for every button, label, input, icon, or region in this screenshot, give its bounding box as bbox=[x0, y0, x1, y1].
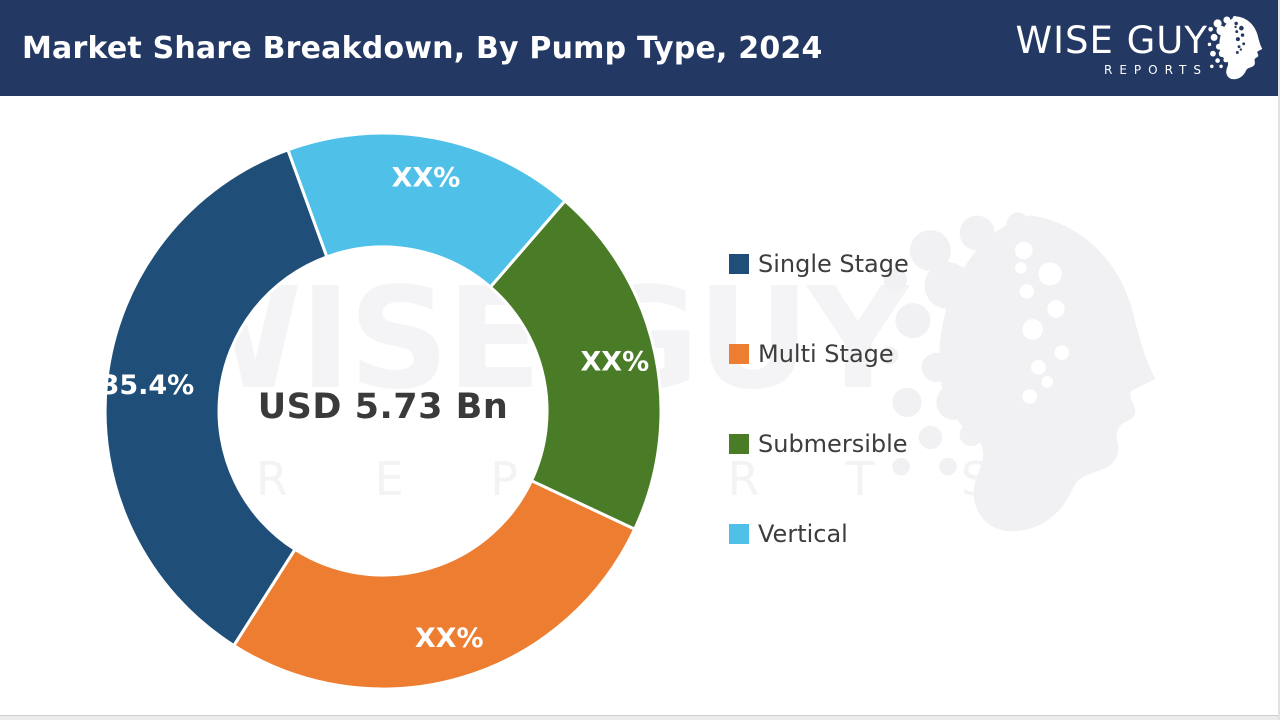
legend-swatch-single-stage bbox=[729, 254, 749, 274]
logo-text: WISE GUY REPORTS bbox=[1015, 18, 1208, 77]
legend-label-single-stage: Single Stage bbox=[758, 250, 909, 278]
legend-label-multi-stage: Multi Stage bbox=[758, 340, 894, 368]
slice-label-vertical: XX% bbox=[392, 162, 461, 193]
page-title: Market Share Breakdown, By Pump Type, 20… bbox=[22, 30, 823, 66]
legend-label-vertical: Vertical bbox=[758, 520, 848, 548]
logo-head-icon bbox=[1206, 11, 1264, 87]
legend-item-multi-stage: Multi Stage bbox=[729, 339, 909, 369]
watermark-head-icon bbox=[872, 196, 1164, 562]
slice-label-submersible: XX% bbox=[580, 346, 649, 377]
legend-item-single-stage: Single Stage bbox=[729, 249, 909, 279]
legend-item-vertical: Vertical bbox=[729, 519, 909, 549]
donut-chart: 35.4% XX% XX% XX% bbox=[101, 131, 663, 691]
donut-slice-multi-stage bbox=[231, 478, 637, 691]
legend-label-submersible: Submersible bbox=[758, 430, 908, 458]
slice-label-single-stage: 35.4% bbox=[101, 370, 195, 401]
logo-subtext: REPORTS bbox=[1103, 62, 1208, 77]
donut-slice-submersible bbox=[488, 198, 663, 532]
brand-logo: WISE GUY REPORTS bbox=[1016, 8, 1264, 90]
logo-wordmark: WISE GUY bbox=[1015, 18, 1208, 62]
legend-swatch-multi-stage bbox=[729, 344, 749, 364]
legend-swatch-submersible bbox=[729, 434, 749, 454]
donut-slice-single-stage bbox=[103, 147, 329, 648]
legend-item-submersible: Submersible bbox=[729, 429, 909, 459]
chart-center-value: USD 5.73 Bn bbox=[257, 387, 509, 427]
slice-label-multi-stage: XX% bbox=[415, 623, 484, 654]
legend: Single Stage Multi Stage Submersible Vertic… bbox=[729, 249, 909, 549]
legend-swatch-vertical bbox=[729, 524, 749, 544]
header: Market Share Breakdown, By Pump Type, 20… bbox=[0, 0, 1278, 96]
donut-slice-vertical bbox=[285, 131, 568, 290]
